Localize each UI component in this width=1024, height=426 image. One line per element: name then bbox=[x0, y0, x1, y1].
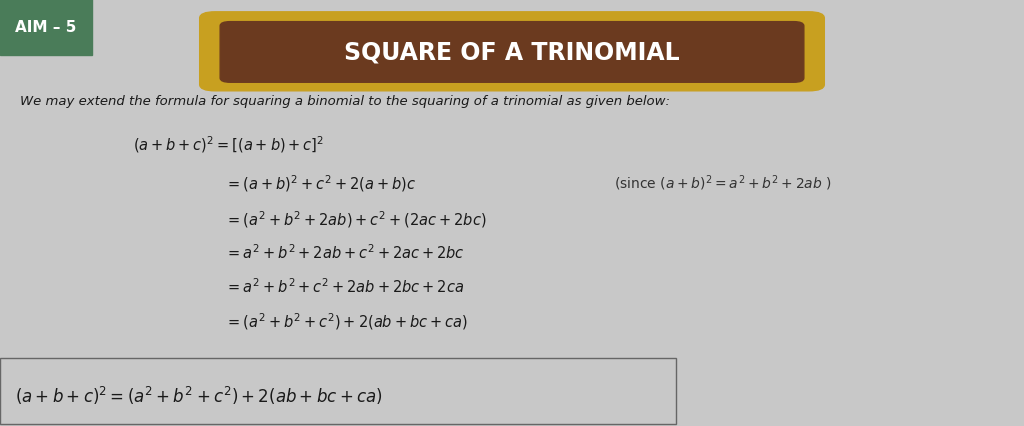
Text: We may extend the formula for squaring a binomial to the squaring of a trinomial: We may extend the formula for squaring a… bbox=[20, 95, 671, 107]
Text: $= (a + b)^2 + c^2 + 2(a + b)c$: $= (a + b)^2 + c^2 + 2(a + b)c$ bbox=[225, 173, 417, 193]
Text: $(a + b + c)^2 = [(a + b) + c]^2$: $(a + b + c)^2 = [(a + b) + c]^2$ bbox=[133, 134, 325, 155]
FancyBboxPatch shape bbox=[220, 23, 804, 83]
Text: AIM – 5: AIM – 5 bbox=[15, 20, 77, 35]
Text: $= (a^2 + b^2 + c^2) + 2(ab + bc + ca)$: $= (a^2 + b^2 + c^2) + 2(ab + bc + ca)$ bbox=[225, 311, 468, 331]
Text: SQUARE OF A TRINOMIAL: SQUARE OF A TRINOMIAL bbox=[344, 40, 680, 64]
Text: $= a^2 + b^2 + c^2 + 2ab + 2bc + 2ca$: $= a^2 + b^2 + c^2 + 2ab + 2bc + 2ca$ bbox=[225, 277, 464, 296]
Text: $= a^2 + b^2 + 2ab + c^2 + 2ac + 2bc$: $= a^2 + b^2 + 2ab + c^2 + 2ac + 2bc$ bbox=[225, 243, 465, 262]
Text: $(a + b + c)^2 = (a^2 + b^2 + c^2) + 2(ab + bc + ca)$: $(a + b + c)^2 = (a^2 + b^2 + c^2) + 2(a… bbox=[15, 384, 383, 406]
FancyBboxPatch shape bbox=[0, 0, 92, 55]
Text: $= (a^2 + b^2 + 2ab) + c^2 + (2ac + 2bc)$: $= (a^2 + b^2 + 2ab) + c^2 + (2ac + 2bc)… bbox=[225, 209, 486, 229]
Text: $(\mathrm{since}\ (a + b)^2 = a^2 + b^2 + 2ab\ )$: $(\mathrm{since}\ (a + b)^2 = a^2 + b^2 … bbox=[614, 173, 833, 192]
FancyBboxPatch shape bbox=[200, 13, 824, 92]
